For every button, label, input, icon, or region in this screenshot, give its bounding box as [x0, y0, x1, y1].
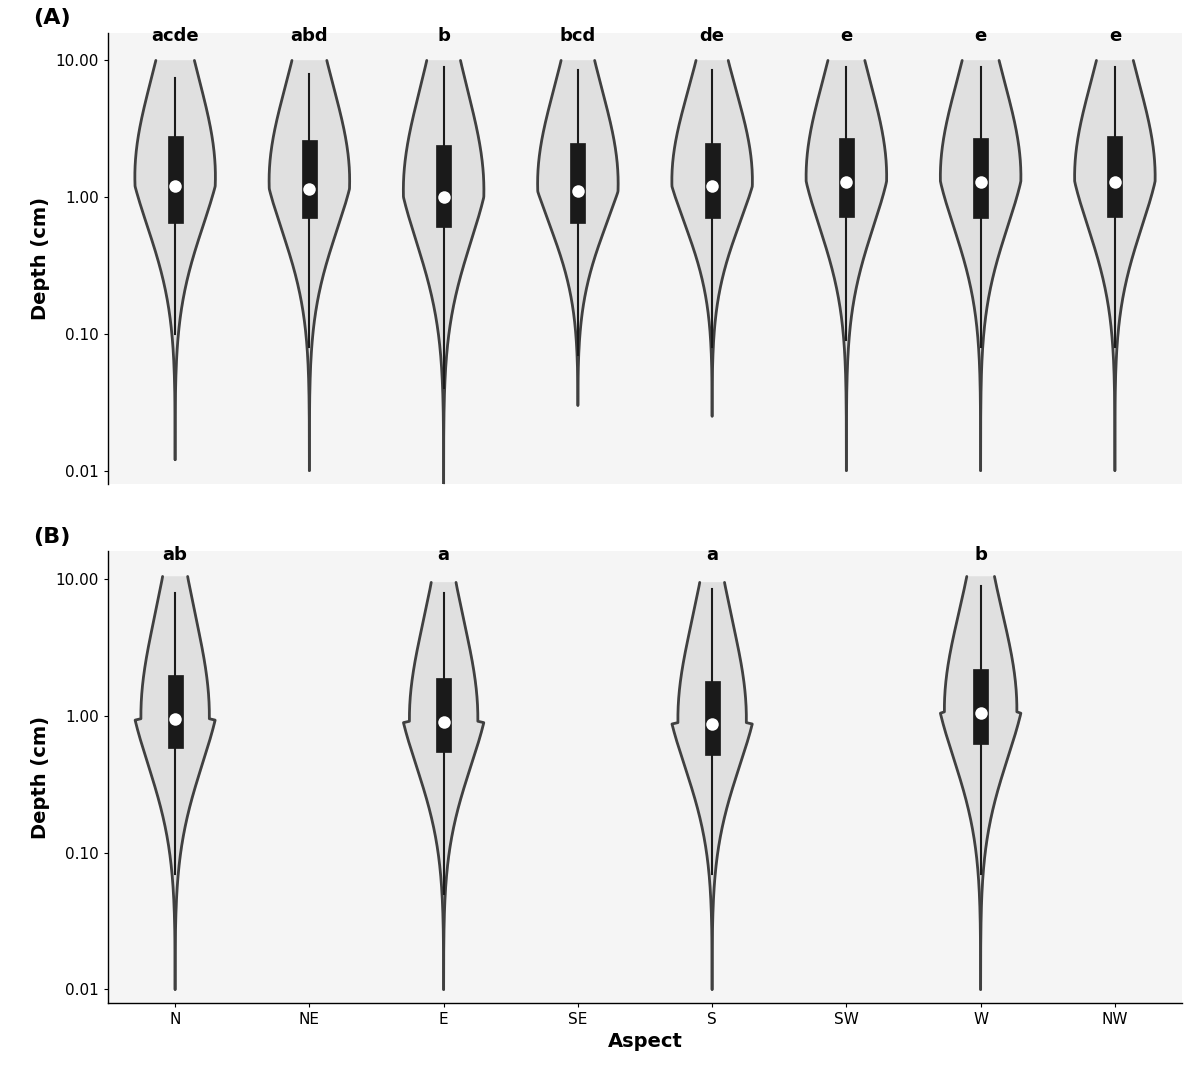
Bar	[1108, 136, 1122, 217]
Bar	[973, 138, 988, 218]
Text: abd: abd	[290, 27, 328, 44]
Text: acde: acde	[151, 27, 199, 44]
Bar	[437, 145, 451, 228]
Bar	[437, 678, 451, 751]
Bar	[704, 681, 720, 754]
Y-axis label: Depth (cm): Depth (cm)	[31, 715, 50, 839]
Text: e: e	[1109, 27, 1121, 44]
Bar	[302, 141, 317, 218]
Text: ab: ab	[163, 545, 187, 564]
Bar	[168, 136, 182, 222]
Bar	[704, 143, 720, 218]
Y-axis label: Depth (cm): Depth (cm)	[31, 196, 50, 320]
Text: e: e	[840, 27, 852, 44]
Text: de: de	[700, 27, 725, 44]
Bar	[839, 138, 853, 217]
Text: a: a	[706, 545, 718, 564]
Bar	[570, 143, 586, 222]
Text: bcd: bcd	[559, 27, 596, 44]
Text: b: b	[974, 545, 988, 564]
Text: (B): (B)	[32, 527, 70, 547]
Bar	[168, 675, 182, 748]
X-axis label: Aspect: Aspect	[607, 1032, 683, 1051]
Text: e: e	[974, 27, 986, 44]
Text: (A): (A)	[32, 8, 71, 28]
Bar	[973, 669, 988, 745]
Text: a: a	[438, 545, 450, 564]
Text: b: b	[437, 27, 450, 44]
